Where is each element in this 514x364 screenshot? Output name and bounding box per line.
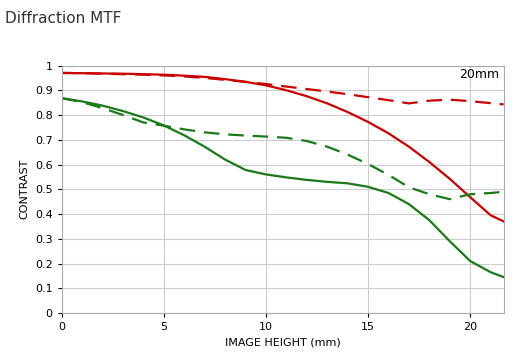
X-axis label: IMAGE HEIGHT (mm): IMAGE HEIGHT (mm) (225, 338, 341, 348)
Text: Diffraction MTF: Diffraction MTF (5, 11, 121, 26)
Y-axis label: CONTRAST: CONTRAST (20, 159, 29, 219)
Text: 20mm: 20mm (459, 68, 499, 81)
